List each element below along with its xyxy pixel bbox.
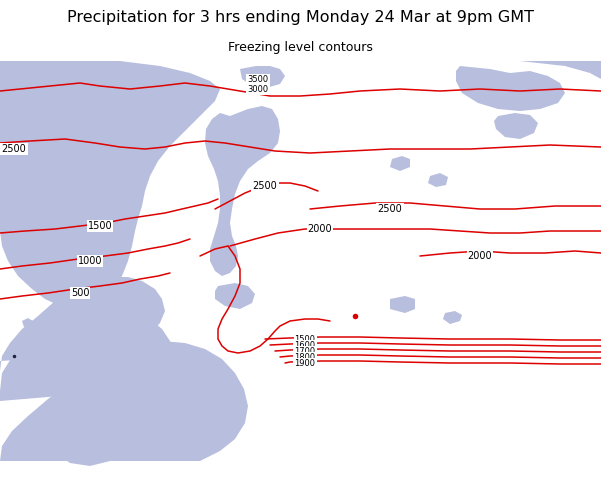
Text: 1800: 1800 [294,353,316,362]
Text: 2000: 2000 [468,251,492,261]
Text: 1500: 1500 [88,221,112,231]
Polygon shape [456,66,565,111]
Polygon shape [443,311,462,324]
Polygon shape [0,61,220,309]
Text: 1700: 1700 [294,347,316,356]
Polygon shape [0,341,248,461]
Polygon shape [53,281,100,306]
Text: 1600: 1600 [294,340,316,350]
Text: 2500: 2500 [377,204,403,214]
Polygon shape [428,173,448,187]
Polygon shape [0,311,172,401]
Polygon shape [494,113,538,139]
Polygon shape [205,106,280,276]
Polygon shape [30,109,85,137]
Polygon shape [455,61,601,79]
Text: 2500: 2500 [2,144,26,154]
Polygon shape [22,318,33,327]
Polygon shape [390,296,415,313]
Text: 2000: 2000 [308,224,332,234]
Polygon shape [0,277,165,371]
Polygon shape [240,66,285,88]
Text: 3000: 3000 [248,84,269,94]
Text: 3500: 3500 [248,74,269,83]
Text: Freezing level contours: Freezing level contours [228,41,373,54]
Text: 2500: 2500 [252,181,278,191]
Text: 1000: 1000 [78,256,102,266]
Polygon shape [215,283,255,309]
Polygon shape [390,156,410,171]
Polygon shape [60,439,115,466]
Text: Precipitation for 3 hrs ending Monday 24 Mar at 9pm GMT: Precipitation for 3 hrs ending Monday 24… [67,9,534,25]
Text: 500: 500 [71,288,90,298]
Text: 1500: 1500 [294,334,316,344]
Text: 1900: 1900 [294,359,316,368]
